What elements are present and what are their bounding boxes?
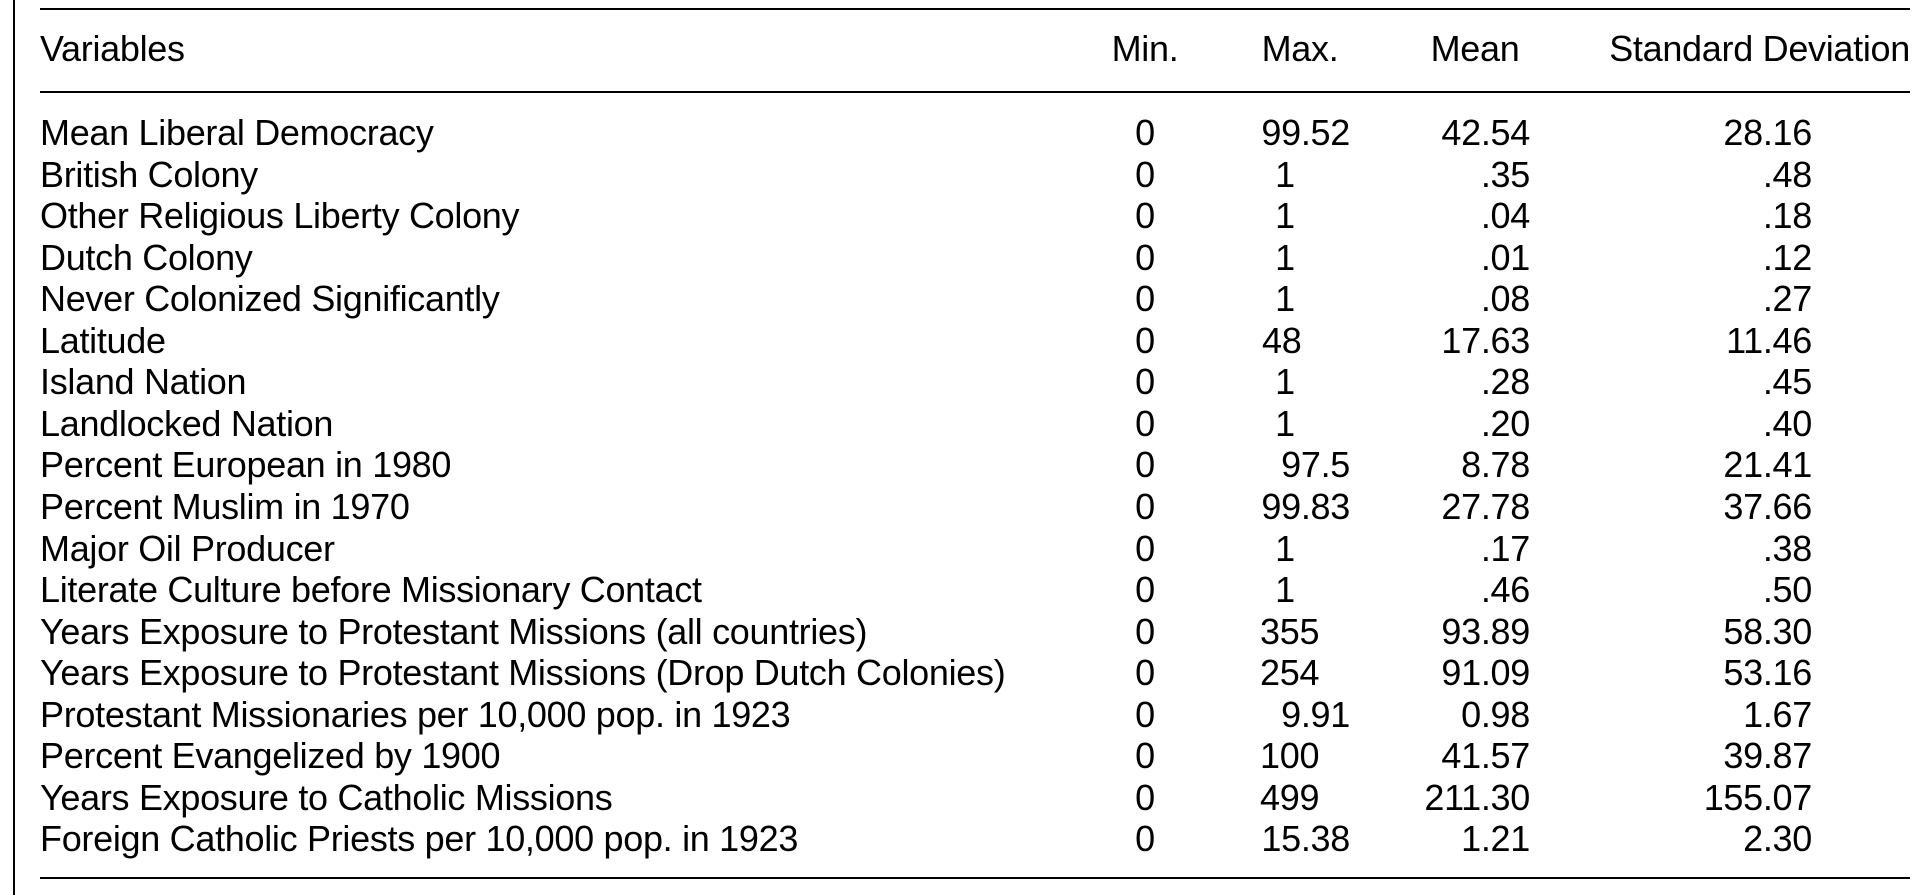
variable-name: Years Exposure to Catholic Missions	[40, 777, 613, 818]
variable-name: Percent Muslim in 1970	[40, 486, 410, 527]
standard-deviation-value: 28.16	[1723, 112, 1812, 153]
mean-value: .01	[1480, 237, 1530, 278]
max-value: 99.83	[1261, 486, 1350, 527]
standard-deviation-value: .18	[1762, 195, 1812, 236]
max-value: 355	[1260, 611, 1320, 652]
max-value: 97.5	[1281, 444, 1350, 485]
mean-value: .35	[1480, 154, 1530, 195]
min-value: 0	[1135, 237, 1155, 278]
max-value: 15.38	[1261, 818, 1350, 859]
min-value: 0	[1135, 528, 1155, 569]
standard-deviation-value: 37.66	[1723, 486, 1812, 527]
variable-name: Percent European in 1980	[40, 444, 452, 485]
max-value: 1	[1275, 403, 1295, 444]
mean-value: 93.89	[1441, 611, 1530, 652]
max-value: 1	[1275, 195, 1295, 236]
header-standard-deviation: Standard Deviation	[1609, 28, 1910, 69]
mean-value: 211.30	[1424, 777, 1530, 818]
mean-value: 1.21	[1461, 818, 1530, 859]
min-value: 0	[1135, 320, 1155, 361]
standard-deviation-value: 11.46	[1726, 320, 1812, 361]
min-value: 0	[1135, 694, 1155, 735]
variable-name: Latitude	[40, 320, 166, 361]
mean-value: 91.09	[1441, 652, 1530, 693]
variable-name: Dutch Colony	[40, 237, 253, 278]
max-value: 1	[1275, 278, 1295, 319]
mean-value: .28	[1480, 361, 1530, 402]
standard-deviation-value: .12	[1762, 237, 1812, 278]
variable-name: Percent Evangelized by 1900	[40, 735, 501, 776]
header-mean: Mean	[1430, 28, 1520, 69]
standard-deviation-value: .40	[1762, 403, 1812, 444]
mean-value: 41.57	[1441, 735, 1530, 776]
variable-name: Mean Liberal Democracy	[40, 112, 434, 153]
variable-name: Major Oil Producer	[40, 528, 335, 569]
header-rule	[40, 91, 1910, 93]
min-value: 0	[1135, 486, 1155, 527]
min-value: 0	[1135, 611, 1155, 652]
variable-name: Literate Culture before Missionary Conta…	[40, 569, 702, 610]
variable-name: Never Colonized Significantly	[40, 278, 500, 319]
max-value: 48	[1262, 320, 1302, 361]
standard-deviation-value: .45	[1762, 361, 1812, 402]
standard-deviation-value: 21.41	[1723, 444, 1812, 485]
max-value: 9.91	[1281, 694, 1350, 735]
max-value: 1	[1275, 569, 1295, 610]
standard-deviation-value: .38	[1762, 528, 1812, 569]
max-value: 1	[1275, 154, 1295, 195]
variable-name: Years Exposure to Protestant Missions (a…	[40, 611, 868, 652]
mean-value: .17	[1480, 528, 1530, 569]
standard-deviation-value: 39.87	[1723, 735, 1812, 776]
variable-name: Foreign Catholic Priests per 10,000 pop.…	[40, 818, 799, 859]
variable-name: Other Religious Liberty Colony	[40, 195, 520, 236]
variable-name: Years Exposure to Protestant Missions (D…	[40, 652, 1006, 693]
bottom-rule	[40, 877, 1910, 879]
standard-deviation-value: .48	[1762, 154, 1812, 195]
mean-value: .46	[1480, 569, 1530, 610]
header-max: Max.	[1261, 28, 1339, 69]
standard-deviation-value: .50	[1762, 569, 1812, 610]
min-value: 0	[1135, 278, 1155, 319]
min-value: 0	[1135, 735, 1155, 776]
variable-name: Island Nation	[40, 361, 247, 402]
variable-name: Protestant Missionaries per 10,000 pop. …	[40, 694, 791, 735]
max-value: 254	[1260, 652, 1320, 693]
min-value: 0	[1135, 569, 1155, 610]
mean-value: 42.54	[1441, 112, 1530, 153]
standard-deviation-value: 58.30	[1723, 611, 1812, 652]
mean-value: 0.98	[1461, 694, 1530, 735]
standard-deviation-value: 1.67	[1743, 694, 1812, 735]
mean-value: .08	[1480, 278, 1530, 319]
header-min: Min.	[1111, 28, 1179, 69]
standard-deviation-value: 2.30	[1743, 818, 1812, 859]
min-value: 0	[1135, 777, 1155, 818]
max-value: 1	[1275, 528, 1295, 569]
max-value: 1	[1275, 237, 1295, 278]
max-value: 1	[1275, 361, 1295, 402]
standard-deviation-value: 155.07	[1703, 777, 1813, 818]
mean-value: .20	[1480, 403, 1530, 444]
header-variables: Variables	[40, 28, 185, 69]
mean-value: 27.78	[1441, 486, 1530, 527]
top-rule	[40, 8, 1910, 10]
standard-deviation-value: .27	[1762, 278, 1812, 319]
max-value: 100	[1260, 735, 1320, 776]
min-value: 0	[1135, 403, 1155, 444]
standard-deviation-value: 53.16	[1723, 652, 1812, 693]
variable-name: British Colony	[40, 154, 258, 195]
min-value: 0	[1135, 818, 1155, 859]
mean-value: .04	[1480, 195, 1530, 236]
min-value: 0	[1135, 652, 1155, 693]
mean-value: 8.78	[1461, 444, 1530, 485]
min-value: 0	[1135, 112, 1155, 153]
max-value: 99.52	[1261, 112, 1350, 153]
min-value: 0	[1135, 444, 1155, 485]
left-border-line	[13, 0, 15, 895]
max-value: 499	[1260, 777, 1320, 818]
variable-name: Landlocked Nation	[40, 403, 334, 444]
min-value: 0	[1135, 361, 1155, 402]
min-value: 0	[1135, 154, 1155, 195]
min-value: 0	[1135, 195, 1155, 236]
mean-value: 17.63	[1441, 320, 1530, 361]
